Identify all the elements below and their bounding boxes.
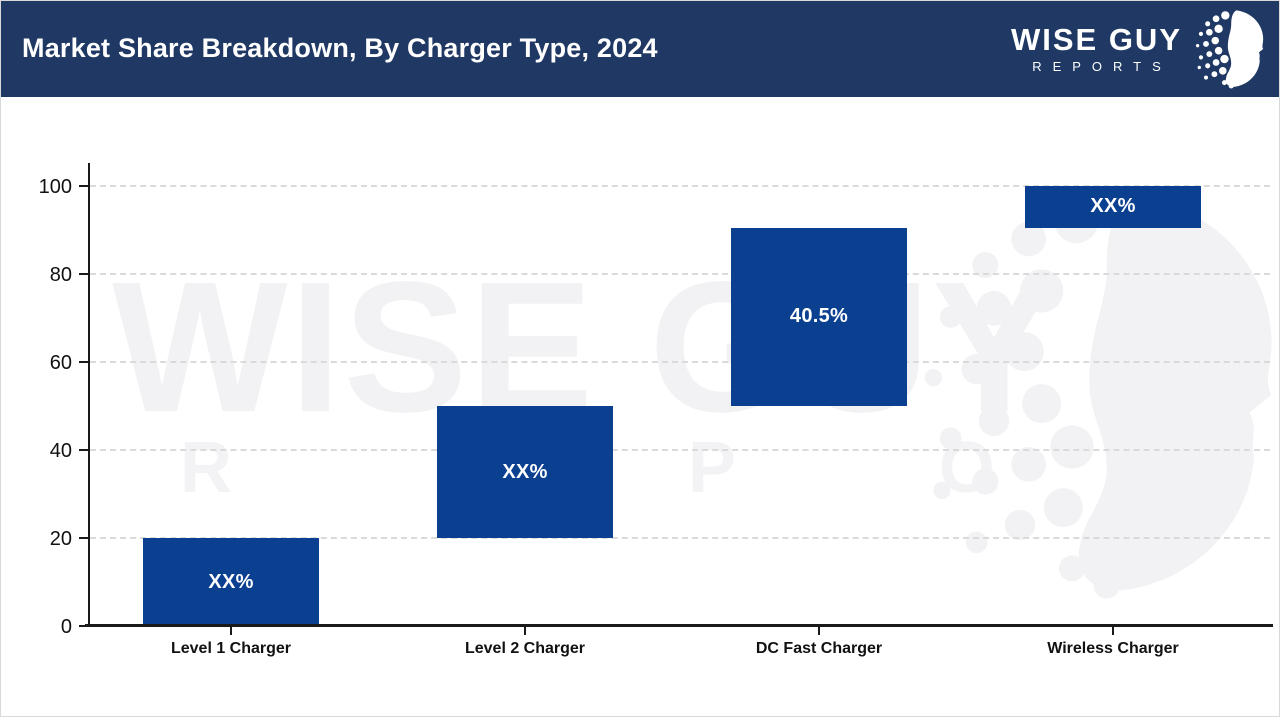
y-axis-tick-label: 0 xyxy=(60,616,72,638)
gridline xyxy=(90,361,1270,363)
bar-value-label: XX% xyxy=(502,460,548,483)
bar-value-label: XX% xyxy=(208,570,254,593)
y-axis-tick-label: 40 xyxy=(49,440,72,462)
gridline xyxy=(90,273,1270,275)
y-axis-spine xyxy=(88,163,90,626)
x-axis-tick xyxy=(818,627,820,635)
x-axis-tick xyxy=(1112,627,1114,635)
watermark-dotted-head xyxy=(924,195,1272,599)
y-axis-tick-label: 80 xyxy=(49,264,72,286)
gridline xyxy=(90,449,1270,451)
brand-logo-text: WISE GUY REPORTS xyxy=(1011,24,1182,73)
gridline xyxy=(90,185,1270,187)
y-axis-tick xyxy=(79,537,88,539)
x-axis-tick xyxy=(230,627,232,635)
watermark-brand-subname: R E P O R T S xyxy=(180,428,1280,508)
y-axis-tick-label: 60 xyxy=(49,352,72,374)
header-bar: Market Share Breakdown, By Charger Type,… xyxy=(0,0,1280,97)
bar-3: 40.5% xyxy=(731,227,907,406)
y-axis-tick-label: 100 xyxy=(38,176,72,198)
x-axis-label: Level 2 Charger xyxy=(464,640,586,657)
brand-logo: WISE GUY REPORTS xyxy=(1011,7,1280,91)
brand-name: WISE GUY xyxy=(1010,22,1182,57)
gridline xyxy=(90,537,1270,539)
dotted-head-icon xyxy=(1195,9,1264,88)
x-axis-label: DC Fast Charger xyxy=(755,640,883,657)
x-axis-line xyxy=(85,624,1273,627)
bar-1: XX% xyxy=(143,538,319,626)
bar-value-label: 40.5% xyxy=(789,305,849,328)
x-axis-tick xyxy=(524,627,526,635)
brand-subname: REPORTS xyxy=(1032,59,1172,74)
bar-value-label: XX% xyxy=(1090,195,1136,218)
bar-2: XX% xyxy=(437,406,613,538)
y-axis-tick xyxy=(79,625,88,627)
page-title: Market Share Breakdown, By Charger Type,… xyxy=(22,33,658,63)
y-axis-tick xyxy=(79,449,88,451)
bar-4: XX% xyxy=(1025,186,1201,228)
x-axis-label: Level 1 Charger xyxy=(170,640,292,657)
y-axis-tick xyxy=(79,185,88,187)
x-axis-label: Wireless Charger xyxy=(1047,640,1179,657)
y-axis-tick xyxy=(79,273,88,275)
y-axis-tick-label: 20 xyxy=(49,528,72,550)
y-axis-tick xyxy=(79,361,88,363)
